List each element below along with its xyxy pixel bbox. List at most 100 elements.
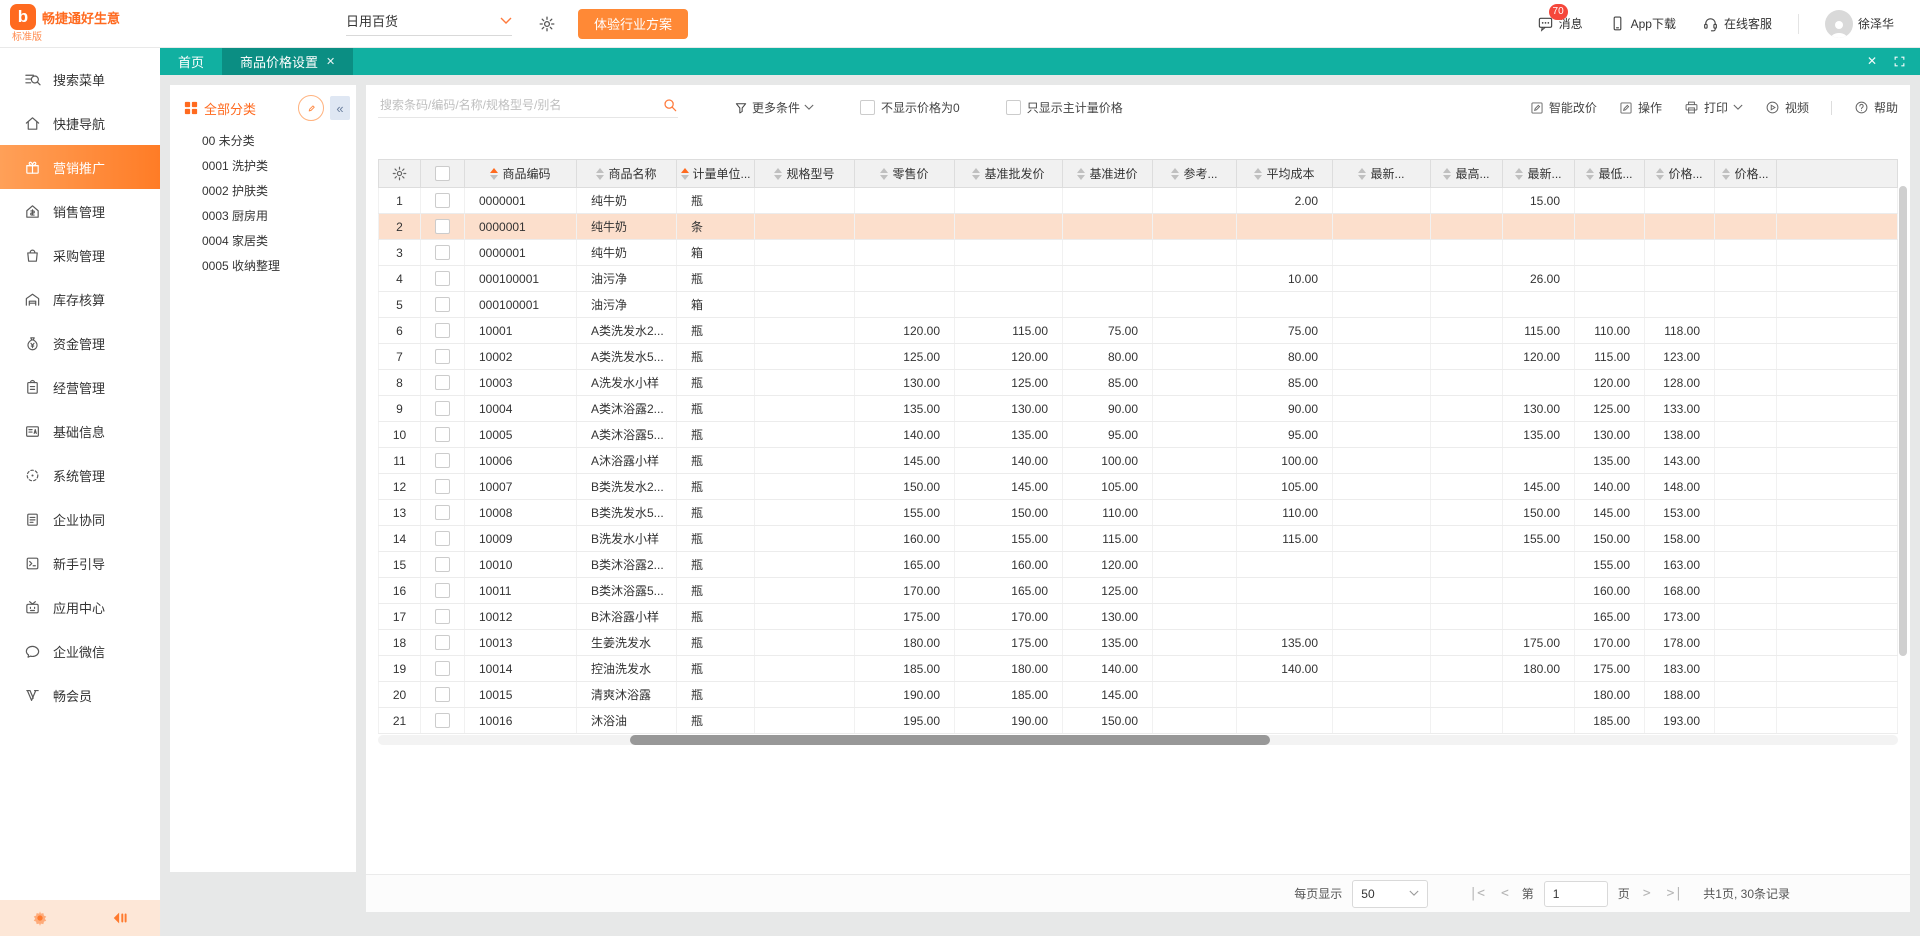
table-row-11[interactable]: 11 10006 A沐浴露小样瓶 145.00 140.00 100.00 100.00 1…	[378, 447, 1898, 474]
row-checkbox-cell[interactable]	[420, 707, 465, 734]
settings-gear-icon[interactable]	[538, 15, 556, 33]
table-row-10[interactable]: 10 10005 A类沐浴露5... 瓶 140.00 135.00 95.00 95.00…	[378, 421, 1898, 448]
checkbox-icon[interactable]	[435, 166, 450, 181]
checkbox-icon[interactable]	[435, 531, 450, 547]
checkbox-icon[interactable]	[435, 453, 450, 469]
table-row-4[interactable]: 4 000100001 油污净瓶 10.00 26.00	[378, 265, 1898, 292]
row-checkbox-cell[interactable]	[420, 447, 465, 474]
select-all-checkbox[interactable]	[420, 159, 465, 188]
sidebar-item-12[interactable]: 应用中心	[0, 585, 160, 629]
sidebar-item-10[interactable]: 企业协同	[0, 497, 160, 541]
column-header-16[interactable]: 价格...	[1714, 159, 1777, 188]
column-header-12[interactable]: 最高...	[1430, 159, 1503, 188]
checkbox-icon[interactable]	[435, 479, 450, 495]
column-header-8[interactable]: 基准进价	[1062, 159, 1153, 188]
sidebar-item-6[interactable]: 资金管理	[0, 321, 160, 365]
sort-carets-icon[interactable]	[1077, 167, 1086, 180]
table-row-2[interactable]: 2 0000001 纯牛奶条	[378, 213, 1898, 240]
sidebar-item-13[interactable]: 企业微信	[0, 629, 160, 673]
row-checkbox-cell[interactable]	[420, 577, 465, 604]
sidebar-collapse-icon[interactable]	[112, 911, 128, 925]
sidebar-settings-gear-icon[interactable]	[32, 910, 48, 926]
sidebar-item-11[interactable]: 新手引导	[0, 541, 160, 585]
row-checkbox-cell[interactable]	[420, 317, 465, 344]
checkbox-icon[interactable]	[435, 557, 450, 573]
tab-price-settings[interactable]: 商品价格设置 ✕	[222, 47, 354, 75]
column-header-13[interactable]: 最新...	[1502, 159, 1575, 188]
table-row-8[interactable]: 8 10003 A洗发水小样瓶 130.00 125.00 85.00 85.00 120.…	[378, 369, 1898, 396]
fullscreen-icon[interactable]	[1893, 55, 1906, 68]
table-row-3[interactable]: 3 0000001 纯牛奶箱	[378, 239, 1898, 266]
category-item-0[interactable]: 00 未分类	[202, 134, 255, 148]
sidebar-item-5[interactable]: 库存核算	[0, 277, 160, 321]
category-item-4[interactable]: 0004 家居类	[202, 234, 269, 248]
app-download-button[interactable]: App下载	[1609, 15, 1676, 32]
table-row-13[interactable]: 13 10008 B类洗发水5... 瓶 155.00 150.00 110.00 110.…	[378, 499, 1898, 526]
sort-carets-icon[interactable]	[1722, 167, 1731, 180]
sort-carets-icon[interactable]	[490, 167, 499, 180]
vertical-scrollbar-thumb[interactable]	[1899, 186, 1907, 656]
table-row-18[interactable]: 18 10013 生姜洗发水瓶 180.00 175.00 135.00 135.00 17…	[378, 629, 1898, 656]
sort-carets-icon[interactable]	[1515, 167, 1524, 180]
table-row-16[interactable]: 16 10011 B类沐浴露5... 瓶 170.00 165.00 125.00 160.…	[378, 577, 1898, 604]
checkbox-icon[interactable]	[435, 375, 450, 391]
checkbox-icon[interactable]	[435, 297, 450, 313]
trial-solution-button[interactable]: 体验行业方案	[578, 8, 689, 39]
checkbox-icon[interactable]	[435, 713, 450, 729]
row-checkbox-cell[interactable]	[420, 681, 465, 708]
sidebar-item-14[interactable]: 畅会员	[0, 673, 160, 717]
row-checkbox-cell[interactable]	[420, 239, 465, 266]
checkbox-icon[interactable]	[435, 609, 450, 625]
checkbox-icon[interactable]	[435, 193, 450, 209]
row-checkbox-cell[interactable]	[420, 603, 465, 630]
checkbox-icon[interactable]	[435, 401, 450, 417]
tab-home[interactable]: 首页	[160, 47, 222, 75]
sidebar-item-4[interactable]: 采购管理	[0, 233, 160, 277]
sidebar-item-1[interactable]: 快捷导航	[0, 101, 160, 145]
tab-close-icon[interactable]: ✕	[326, 55, 336, 68]
checkbox-icon[interactable]	[435, 219, 450, 235]
table-row-20[interactable]: 20 10015 清爽沐浴露瓶 190.00 185.00 145.00 180.00 18…	[378, 681, 1898, 708]
category-item-5[interactable]: 0005 收纳整理	[202, 259, 281, 273]
messages-button[interactable]: 消息 70	[1537, 4, 1583, 32]
sidebar-item-3[interactable]: 销售管理	[0, 189, 160, 233]
column-header-5[interactable]: 规格型号	[754, 159, 855, 188]
sidebar-item-7[interactable]: 经营管理	[0, 365, 160, 409]
per-page-select[interactable]: 50	[1352, 879, 1429, 908]
sort-carets-icon[interactable]	[596, 167, 605, 180]
column-header-2[interactable]: 商品编码	[464, 159, 577, 188]
sidebar-item-0[interactable]: 搜索菜单	[0, 57, 160, 101]
more-filters-button[interactable]: 更多条件	[734, 99, 814, 116]
print-button[interactable]: 打印	[1684, 99, 1743, 116]
first-page-button[interactable]: |<	[1469, 886, 1485, 901]
operate-button[interactable]: 操作	[1619, 99, 1662, 116]
checkbox-icon[interactable]	[435, 505, 450, 521]
column-header-10[interactable]: 平均成本	[1236, 159, 1333, 188]
row-checkbox-cell[interactable]	[420, 525, 465, 552]
column-header-7[interactable]: 基准批发价	[954, 159, 1063, 188]
column-header-15[interactable]: 价格...	[1644, 159, 1715, 188]
row-checkbox-cell[interactable]	[420, 473, 465, 500]
column-header-9[interactable]: 参考...	[1152, 159, 1237, 188]
horizontal-scrollbar[interactable]	[378, 735, 1898, 745]
sort-carets-icon[interactable]	[1358, 167, 1367, 180]
sidebar-item-8[interactable]: 基础信息	[0, 409, 160, 453]
column-header-4[interactable]: 计量单位...	[676, 159, 755, 188]
table-row-21[interactable]: 21 10016 沐浴油瓶 195.00 190.00 150.00 185.00 193.…	[378, 707, 1898, 734]
table-row-12[interactable]: 12 10007 B类洗发水2... 瓶 150.00 145.00 105.00 105.…	[378, 473, 1898, 500]
sort-carets-icon[interactable]	[1443, 167, 1452, 180]
help-button[interactable]: 帮助	[1854, 99, 1898, 116]
table-row-14[interactable]: 14 10009 B洗发水小样瓶 160.00 155.00 115.00 115.00 1…	[378, 525, 1898, 552]
row-checkbox-cell[interactable]	[420, 187, 465, 214]
prev-page-button[interactable]: <	[1500, 886, 1509, 901]
checkbox-icon[interactable]	[435, 635, 450, 651]
next-page-button[interactable]: >	[1642, 886, 1651, 901]
sort-carets-icon[interactable]	[1656, 167, 1665, 180]
sort-carets-icon[interactable]	[680, 167, 689, 180]
sort-carets-icon[interactable]	[1254, 167, 1263, 180]
sort-carets-icon[interactable]	[1586, 167, 1595, 180]
main-unit-only-checkbox[interactable]: 只显示主计量价格	[1005, 99, 1123, 116]
horizontal-scrollbar-thumb[interactable]	[630, 735, 1270, 745]
sort-carets-icon[interactable]	[1171, 167, 1180, 180]
checkbox-icon[interactable]	[435, 661, 450, 677]
